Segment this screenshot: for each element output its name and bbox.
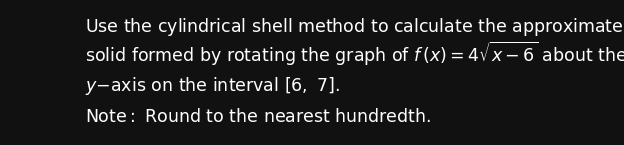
Text: $\mathrm{solid\ formed\ by\ rotating\ the\ graph\ of\ } f\,(x) = 4\sqrt{x-6}\ \m: $\mathrm{solid\ formed\ by\ rotating\ th… — [85, 40, 624, 68]
Text: $y\mathrm{-axis\ on\ the\ interval\ }[6,\ 7]\mathrm{.}$: $y\mathrm{-axis\ on\ the\ interval\ }[6,… — [85, 75, 340, 97]
Text: $\mathrm{Note:\ Round\ to\ the\ nearest\ hundredth.}$: $\mathrm{Note:\ Round\ to\ the\ nearest\… — [85, 108, 431, 126]
Text: $\mathrm{Use\ the\ cylindrical\ shell\ method\ to\ calculate\ the\ approximate\ : $\mathrm{Use\ the\ cylindrical\ shell\ m… — [85, 16, 624, 38]
